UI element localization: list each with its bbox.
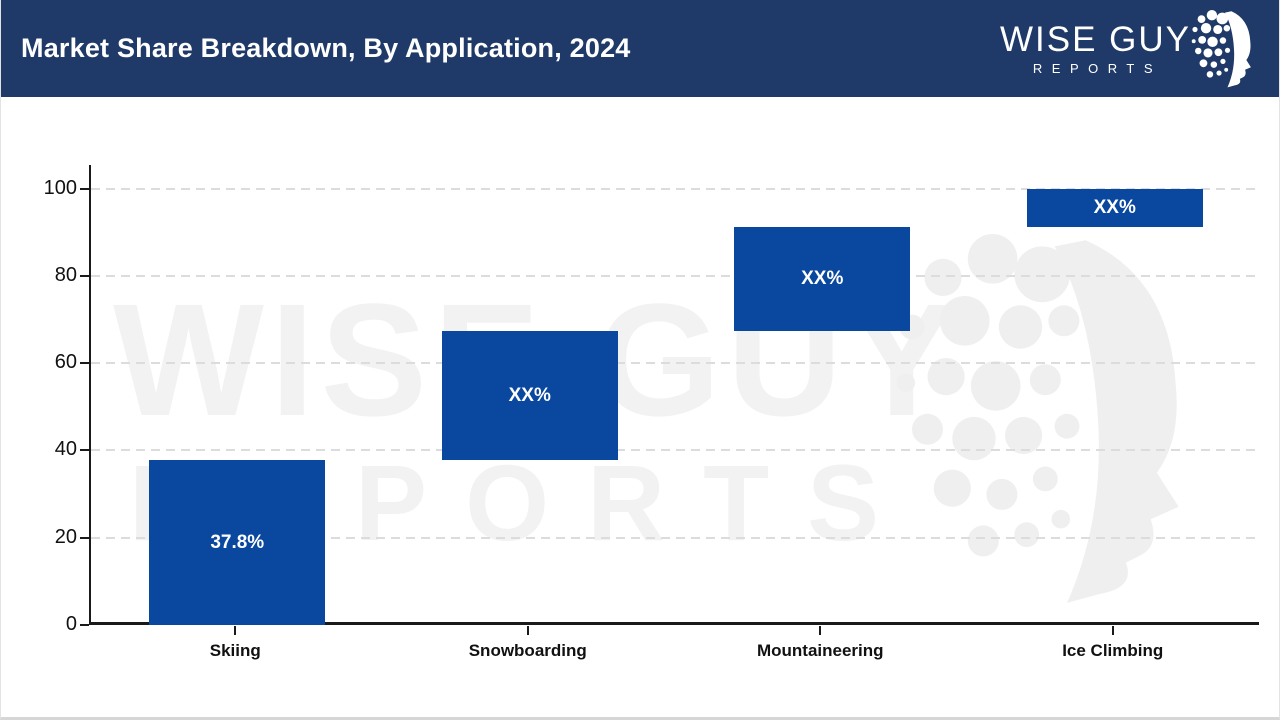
x-tick-mark [526, 626, 529, 635]
y-tick-mark [80, 362, 89, 365]
x-axis-category-label: Snowboarding [468, 641, 587, 660]
bar-segment: XX% [1026, 188, 1203, 227]
x-axis-category-label: Mountaineering [756, 641, 884, 660]
y-tick-label: 0 [65, 613, 77, 635]
y-tick-label: 60 [54, 351, 77, 374]
bar-segment: XX% [734, 226, 911, 332]
gridline [91, 362, 1259, 365]
y-tick-mark [80, 187, 89, 190]
gridline [91, 536, 1259, 539]
y-tick-mark [80, 536, 89, 539]
y-tick-label: 100 [43, 176, 77, 199]
x-tick-mark [234, 626, 237, 635]
brand-logo: WISE GUY REPORTS [999, 9, 1257, 88]
logo-head-icon [1191, 9, 1251, 87]
bar-segment: XX% [441, 331, 618, 460]
page-title: Market Share Breakdown, By Application, … [21, 33, 631, 63]
y-tick-label: 40 [54, 438, 77, 461]
y-tick-label: 80 [54, 263, 77, 286]
bar-value-label: XX% [1093, 196, 1136, 218]
gridline [91, 187, 1259, 190]
x-tick-mark [1111, 626, 1114, 635]
x-axis-category-label: Ice Climbing [1062, 641, 1164, 660]
y-tick-mark [80, 624, 89, 626]
bar-segment: 37.8% [149, 460, 326, 625]
y-tick-mark [80, 274, 89, 277]
x-axis-category-label: Skiing [209, 641, 261, 660]
gridline [91, 274, 1259, 277]
bar-value-label: 37.8% [210, 531, 265, 553]
gridline [91, 449, 1259, 452]
bar-value-label: XX% [508, 384, 551, 406]
logo-subtitle: REPORTS [1032, 61, 1163, 76]
y-tick-label: 20 [54, 525, 77, 548]
x-tick-mark [819, 626, 822, 635]
plot-area: 37.8% XX% XX% XX% [89, 165, 1259, 625]
header: Market Share Breakdown, By Application, … [1, 0, 1279, 97]
bar-value-label: XX% [801, 268, 844, 290]
y-tick-mark [80, 449, 89, 452]
logo-wordmark: WISE GUY [999, 20, 1191, 59]
